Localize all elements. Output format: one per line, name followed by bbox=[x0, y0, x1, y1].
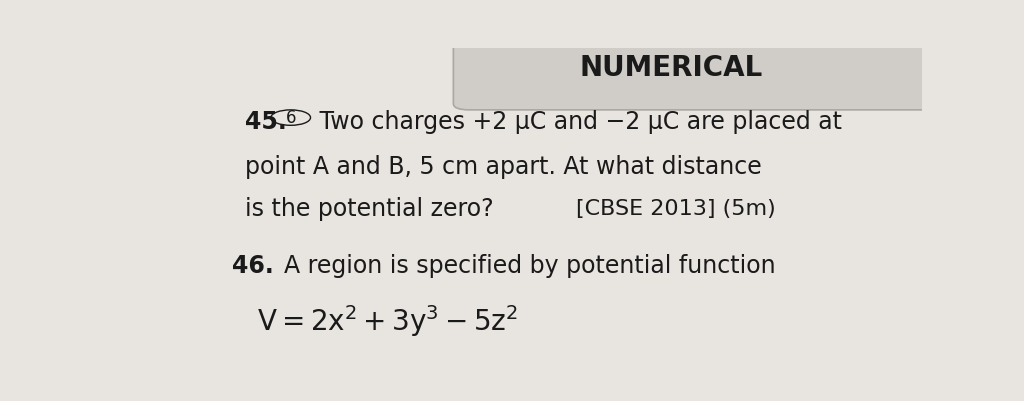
Text: 46.: 46. bbox=[232, 254, 273, 278]
Text: 45.: 45. bbox=[246, 110, 287, 134]
Text: NUMERICAL: NUMERICAL bbox=[580, 54, 763, 82]
Text: A region is specified by potential function: A region is specified by potential funct… bbox=[285, 254, 776, 278]
FancyBboxPatch shape bbox=[454, 20, 1001, 110]
Text: Two charges +2 μC and −2 μC are placed at: Two charges +2 μC and −2 μC are placed a… bbox=[312, 110, 842, 134]
Text: [CBSE 2013] (5m): [CBSE 2013] (5m) bbox=[577, 198, 776, 219]
Text: is the potential zero?: is the potential zero? bbox=[246, 196, 494, 221]
Text: 6: 6 bbox=[286, 109, 296, 127]
Text: point A and B, 5 cm apart. At what distance: point A and B, 5 cm apart. At what dista… bbox=[246, 155, 762, 179]
Text: $\mathrm{V = 2x^2 + 3y^3 - 5z^2}$: $\mathrm{V = 2x^2 + 3y^3 - 5z^2}$ bbox=[257, 304, 518, 339]
